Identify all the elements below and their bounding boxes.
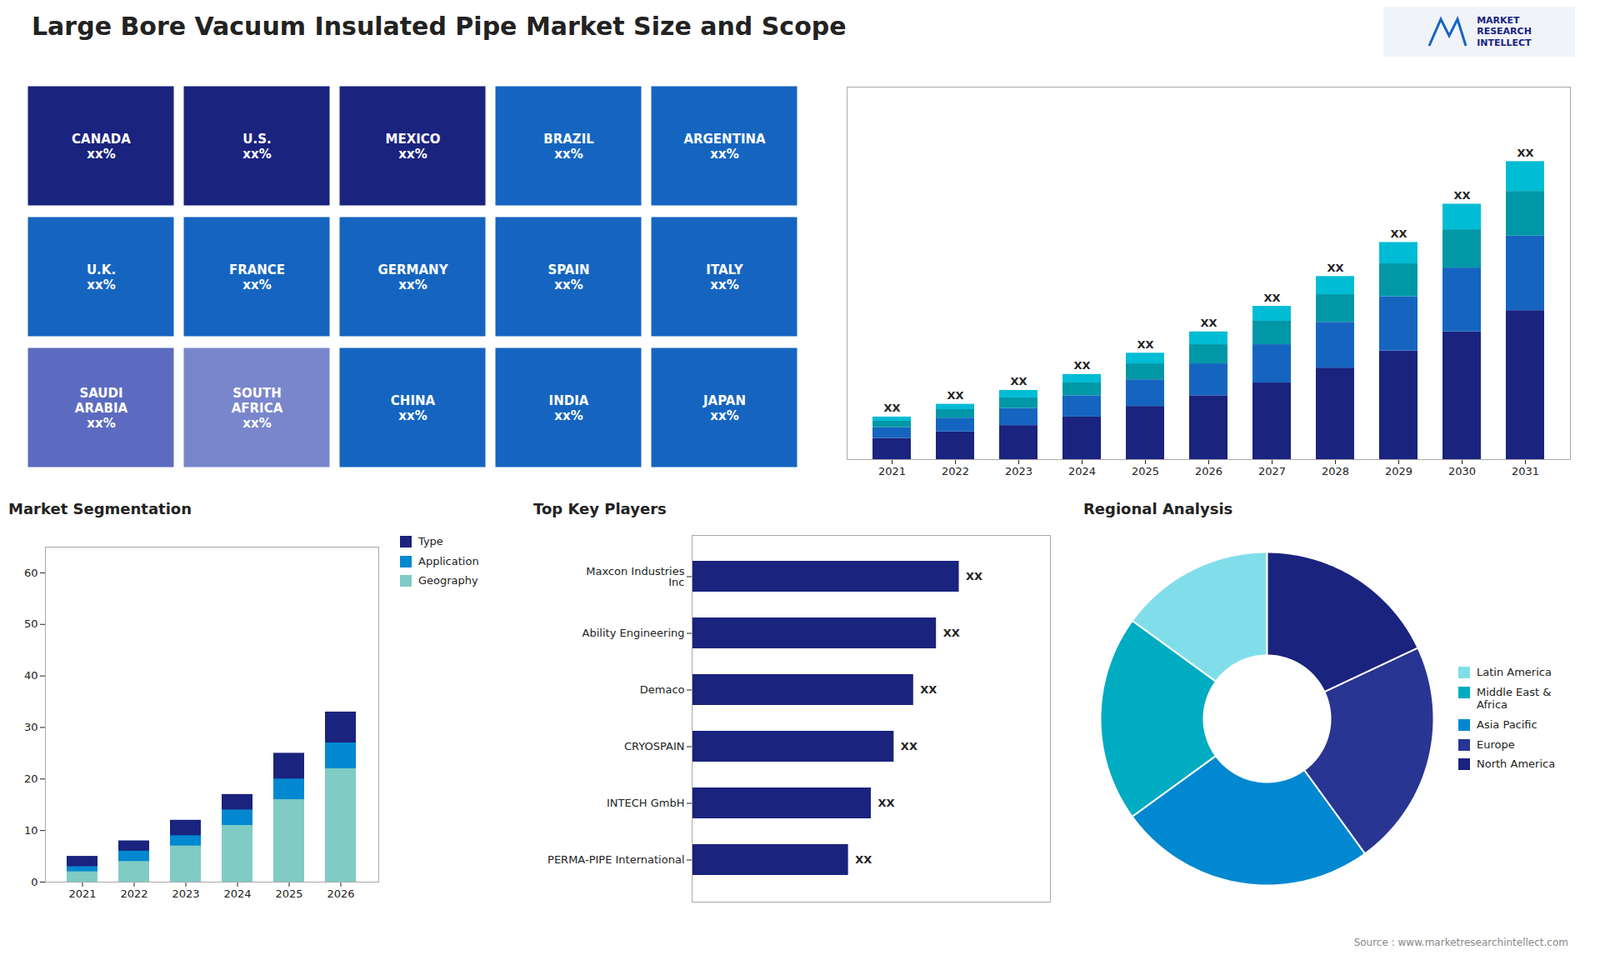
svg-text:XX: XX [943, 626, 960, 640]
html-text:Geography: Geography [418, 574, 479, 587]
html-text:Source : www.marketresearchint: Source : www.marketresearchintellect.com [1353, 936, 1569, 949]
svg-text:2024: 2024 [223, 887, 251, 900]
svg-text:2022: 2022 [941, 465, 970, 478]
html-text:Market Segmentation: Market Segmentation [8, 500, 192, 518]
svg-text:XX: XX [1010, 375, 1027, 388]
svg-text:U.K.xx%: U.K.xx% [86, 262, 116, 293]
svg-text:Maxcon IndustriesInc: Maxcon IndustriesInc [585, 565, 685, 589]
svg-text:XX: XX [1136, 338, 1154, 351]
svg-text:2021: 2021 [68, 887, 96, 900]
svg-text:XX: XX [1200, 316, 1217, 330]
svg-text:2023: 2023 [1005, 465, 1033, 478]
svg-text:40: 40 [24, 669, 39, 682]
svg-text:PERMA-PIPE International: PERMA-PIPE International [547, 853, 685, 866]
svg-text:JAPANxx%: JAPANxx% [702, 393, 746, 424]
svg-text:XX: XX [1390, 227, 1407, 240]
html-text:Europe: Europe [1476, 738, 1515, 751]
svg-text:2024: 2024 [1068, 465, 1096, 478]
html-text:North America: North America [1476, 757, 1556, 771]
svg-text:ARGENTINAxx%: ARGENTINAxx% [683, 131, 766, 162]
svg-text:2022: 2022 [120, 887, 148, 900]
svg-text:XX: XX [1263, 291, 1280, 305]
html-text:Latin America: Latin America [1476, 666, 1552, 679]
svg-text:10: 10 [24, 824, 39, 837]
svg-text:INDIAxx%: INDIAxx% [549, 393, 590, 424]
html-text:Regional Analysis: Regional Analysis [1083, 500, 1233, 518]
html-text:Top Key Players: Top Key Players [533, 500, 667, 518]
svg-text:CHINAxx%: CHINAxx% [390, 393, 436, 424]
svg-text:XX: XX [878, 796, 895, 810]
svg-text:0: 0 [30, 875, 38, 889]
svg-text:U.S.xx%: U.S.xx% [242, 131, 271, 162]
svg-text:2026: 2026 [326, 887, 355, 900]
html-text:MARKET RESEARCH INTELLECT: MARKET RESEARCH INTELLECT [1476, 15, 1532, 48]
svg-text:XX: XX [1073, 359, 1090, 372]
svg-text:XX: XX [946, 389, 964, 402]
html-text:Middle East & Africa: Middle East & Africa [1476, 685, 1552, 712]
svg-text:XX: XX [920, 683, 937, 696]
svg-text:50: 50 [24, 617, 39, 630]
svg-text:30: 30 [24, 720, 39, 734]
svg-text:BRAZILxx%: BRAZILxx% [543, 131, 595, 162]
svg-text:2027: 2027 [1258, 465, 1286, 478]
svg-text:Demaco: Demaco [640, 683, 685, 696]
svg-text:CANADAxx%: CANADAxx% [71, 131, 131, 162]
svg-text:XX: XX [855, 853, 872, 866]
svg-text:2025: 2025 [275, 887, 303, 900]
svg-text:CRYOSPAIN: CRYOSPAIN [624, 740, 685, 753]
svg-text:2031: 2031 [1511, 465, 1540, 478]
html-text:Large Bore Vacuum Insulated Pi: Large Bore Vacuum Insulated Pipe Market … [31, 11, 847, 41]
svg-text:60: 60 [24, 566, 39, 580]
svg-text:XX: XX [1326, 261, 1344, 275]
svg-text:2023: 2023 [171, 887, 200, 900]
svg-text:2026: 2026 [1195, 465, 1223, 478]
svg-text:XX: XX [883, 401, 900, 415]
svg-text:INTECH GmbH: INTECH GmbH [606, 796, 685, 810]
svg-text:2025: 2025 [1131, 465, 1160, 478]
svg-text:ITALYxx%: ITALYxx% [705, 262, 744, 293]
html-text:Application: Application [418, 554, 479, 568]
svg-text:GERMANYxx%: GERMANYxx% [377, 262, 449, 293]
svg-text:FRANCExx%: FRANCExx% [229, 262, 285, 293]
svg-text:SAUDIARABIAxx%: SAUDIARABIAxx% [75, 385, 129, 431]
html-text:Type: Type [418, 535, 444, 548]
html-text:Asia Pacific: Asia Pacific [1476, 718, 1538, 731]
svg-text:MEXICOxx%: MEXICOxx% [385, 131, 440, 162]
svg-text:XX: XX [1453, 189, 1470, 202]
svg-text:2028: 2028 [1321, 465, 1350, 478]
svg-text:XX: XX [965, 570, 983, 583]
svg-text:20: 20 [24, 772, 39, 785]
svg-text:XX: XX [900, 740, 918, 753]
svg-text:2029: 2029 [1385, 465, 1413, 478]
svg-text:2021: 2021 [878, 465, 906, 478]
svg-text:Ability Engineering: Ability Engineering [582, 626, 685, 640]
svg-text:SPAINxx%: SPAINxx% [547, 262, 590, 293]
svg-text:XX: XX [1516, 146, 1534, 160]
svg-text:2030: 2030 [1448, 465, 1476, 478]
svg-text:SOUTHAFRICAxx%: SOUTHAFRICAxx% [231, 385, 284, 431]
